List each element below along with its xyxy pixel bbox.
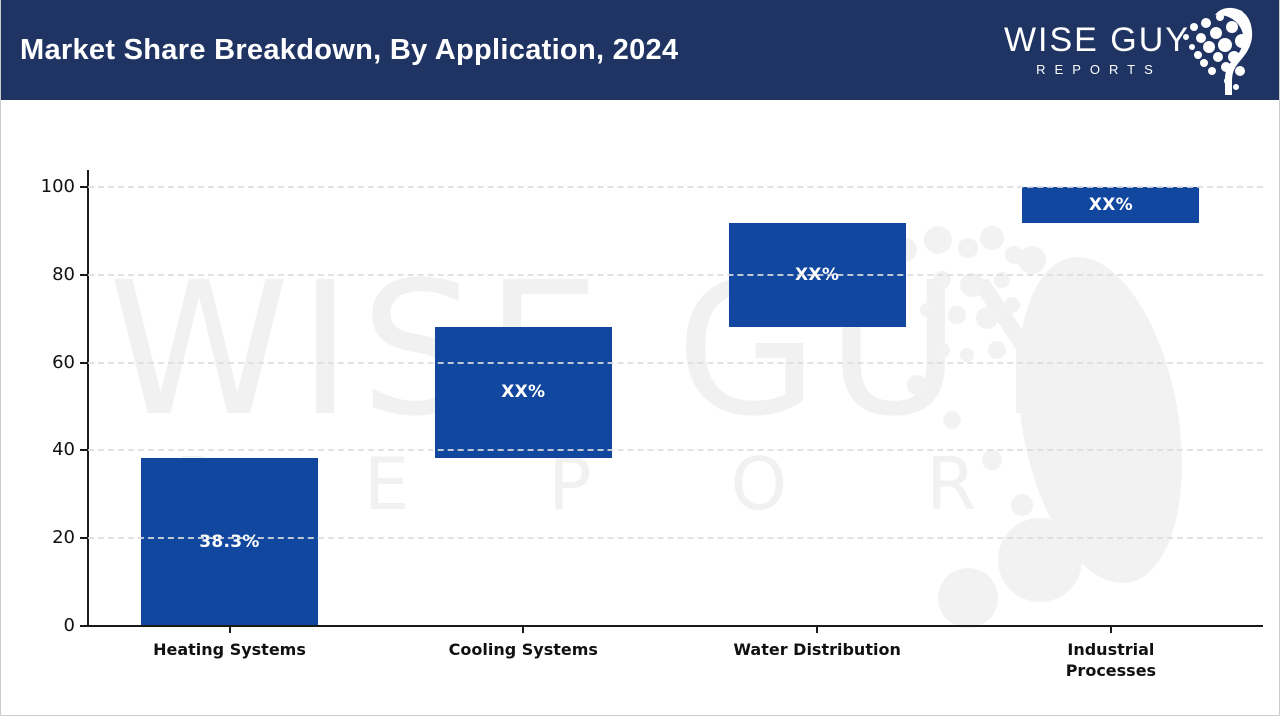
x-category-label: Industrial Processes <box>1065 640 1157 680</box>
brand-logo: WISE GUY REPORTS <box>1004 4 1272 96</box>
bar: XX% <box>434 327 612 458</box>
y-tick-label: 100 <box>40 176 75 197</box>
dotted-head-icon <box>1183 7 1253 95</box>
logo-wordmark-line1: WISE GUY <box>1003 21 1190 59</box>
page-title: Market Share Breakdown, By Application, … <box>20 33 679 66</box>
logo-wordmark-line2: REPORTS <box>1036 62 1162 77</box>
figure-border-bottom <box>0 715 1280 716</box>
y-tick-label: 80 <box>52 263 75 285</box>
x-tick-mark <box>1109 626 1112 633</box>
y-tick-label: 60 <box>52 351 75 373</box>
x-category-label: Heating Systems <box>153 640 306 659</box>
y-tick-label: 0 <box>63 615 75 636</box>
y-gridline <box>88 361 1263 364</box>
y-axis-line <box>87 170 89 626</box>
y-tick-mark <box>80 186 87 188</box>
y-tick-label: 40 <box>52 439 75 461</box>
bar: XX% <box>1022 187 1200 223</box>
bar-value-label: 38.3% <box>199 531 260 552</box>
logo-wordmark: WISE GUY REPORTS <box>1004 23 1190 77</box>
y-gridline <box>88 273 1263 276</box>
bar-value-label: XX% <box>1088 194 1133 215</box>
y-gridline <box>88 537 1263 540</box>
y-tick-label: 20 <box>52 527 75 549</box>
figure-border-left <box>0 0 1 716</box>
y-tick-mark <box>80 361 87 364</box>
x-category-label: Cooling Systems <box>448 640 598 659</box>
y-tick-mark <box>80 449 87 452</box>
y-gridline <box>88 449 1263 452</box>
watermark-head-icon <box>893 226 1182 628</box>
y-tick-mark <box>80 625 87 627</box>
x-tick-mark <box>228 626 231 633</box>
x-tick-mark <box>522 626 525 633</box>
y-tick-mark <box>80 537 87 540</box>
x-tick-mark <box>816 626 819 633</box>
y-tick-mark <box>80 273 87 276</box>
header-band: Market Share Breakdown, By Application, … <box>0 0 1280 100</box>
y-gridline <box>88 186 1263 188</box>
bar-value-label: XX% <box>501 382 546 403</box>
x-category-label: Water Distribution <box>733 640 901 659</box>
x-axis-line <box>87 625 1263 627</box>
bar: 38.3% <box>141 457 318 626</box>
chart-area: WISE GUY R E P O R T S 0 20 40 60 80 100 38.3%… <box>0 100 1280 720</box>
